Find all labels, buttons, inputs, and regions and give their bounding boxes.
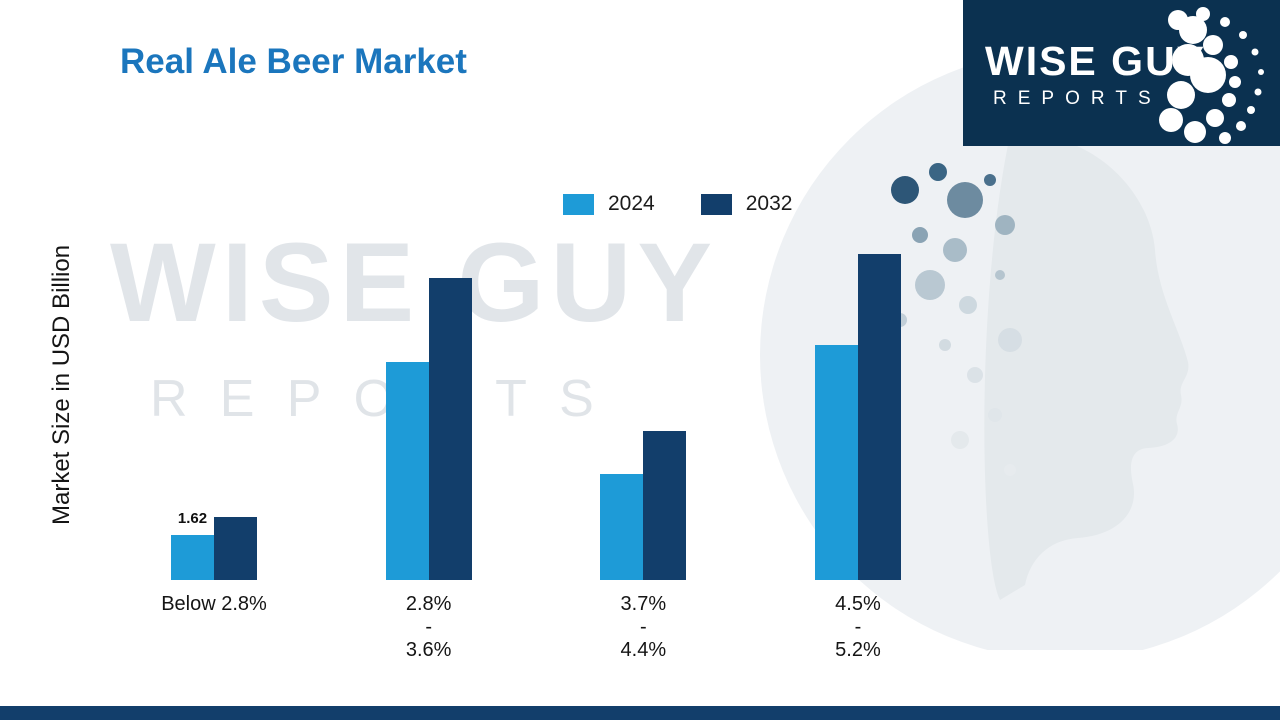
legend-item-2024: 2024 xyxy=(563,192,655,216)
legend-label: 2024 xyxy=(608,192,655,215)
bar-2024-category-2 xyxy=(600,474,644,580)
bar-2024-category-3 xyxy=(814,345,858,580)
bar-group-1: 2.8% -3.6% xyxy=(385,200,472,661)
category-label-3: 4.5% -5.2% xyxy=(835,593,881,661)
category-label-1: 2.8% -3.6% xyxy=(405,593,452,661)
category-label-2: 3.7% -4.4% xyxy=(620,593,667,661)
y-axis-label: Market Size in USD Billion xyxy=(48,244,75,526)
bar-2032-category-3 xyxy=(857,254,901,580)
logo-face-icon xyxy=(1159,7,1264,144)
legend: 2024 2032 xyxy=(563,192,792,216)
bar-value-label: 1.62 xyxy=(177,509,208,527)
logo-text-reports: REPORTS xyxy=(993,88,1162,109)
bar-2032-category-0 xyxy=(214,516,257,580)
legend-swatch-2032 xyxy=(700,193,732,215)
legend-item-2032: 2032 xyxy=(700,192,793,216)
bar-2032-category-2 xyxy=(643,431,687,580)
bar-2032-category-1 xyxy=(428,278,472,580)
bottom-bar xyxy=(0,706,1280,720)
page-title: Real Ale Beer Market xyxy=(120,42,467,81)
category-label-0: Below 2.8% xyxy=(161,593,267,615)
bar-2024-category-1 xyxy=(385,361,429,580)
bar-group-3: 4.5% -5.2% xyxy=(814,200,901,661)
bar-group-2: 3.7% -4.4% xyxy=(600,200,687,661)
legend-swatch-2024 xyxy=(563,193,594,215)
face-profile-shape xyxy=(984,134,1189,600)
legend-label: 2032 xyxy=(745,192,793,215)
bar-group-0: 1.62 Below 2.8% xyxy=(161,200,267,615)
logo: WISE GUY REPORTS xyxy=(963,0,1280,146)
plot-area: 1.62 Below 2.8% 2.8% -3.6% 3.7% -4.4% 4.5% -5.2… xyxy=(130,200,940,661)
bar-2024-category-0: 1.62 xyxy=(171,510,214,580)
